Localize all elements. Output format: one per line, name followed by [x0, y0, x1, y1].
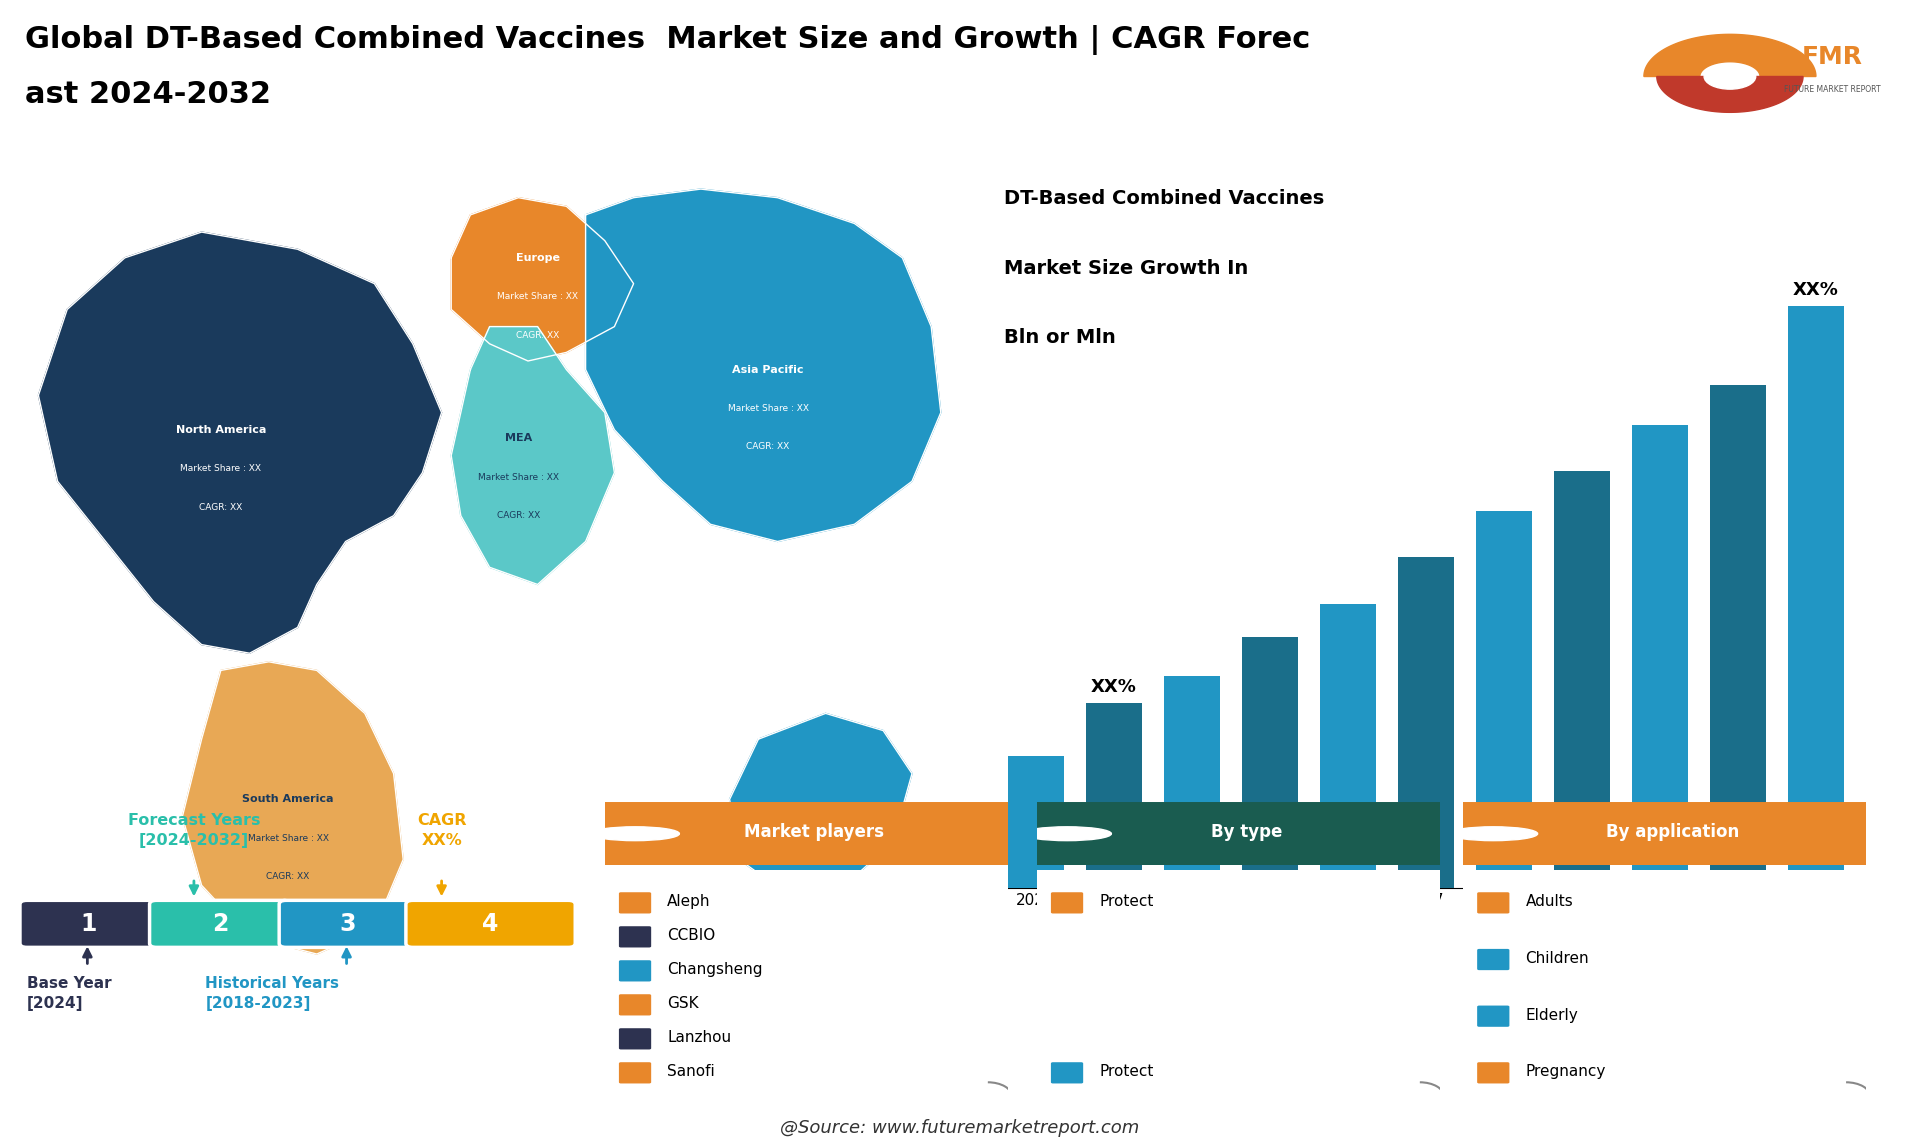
Text: Asia Pacific: Asia Pacific [732, 364, 804, 375]
Bar [1788, 306, 1843, 888]
Polygon shape [1657, 77, 1803, 112]
Text: Market players: Market players [745, 824, 885, 841]
FancyBboxPatch shape [1476, 893, 1509, 913]
FancyBboxPatch shape [576, 802, 1037, 865]
Text: 4: 4 [482, 912, 499, 936]
Text: Pregnancy: Pregnancy [1526, 1065, 1605, 1080]
FancyBboxPatch shape [618, 1028, 651, 1050]
FancyBboxPatch shape [618, 893, 651, 913]
Text: DT-Based Combined Vaccines: DT-Based Combined Vaccines [1004, 189, 1325, 209]
Bar [1008, 756, 1064, 888]
Text: GSK: GSK [668, 996, 699, 1011]
Bar [1085, 702, 1142, 888]
Text: North America: North America [175, 425, 267, 434]
Circle shape [1705, 64, 1755, 89]
Text: CAGR: XX: CAGR: XX [267, 872, 309, 881]
Text: Protect: Protect [1100, 894, 1154, 909]
Text: 1: 1 [81, 912, 98, 936]
Text: Europe: Europe [516, 253, 559, 262]
FancyBboxPatch shape [1008, 802, 1469, 865]
Text: Market Share : XX: Market Share : XX [180, 464, 261, 473]
Text: Children: Children [1526, 951, 1590, 966]
Text: Sanofi: Sanofi [668, 1065, 714, 1080]
Bar [1709, 385, 1766, 888]
Bar [1398, 557, 1453, 888]
Bar [1553, 471, 1609, 888]
Polygon shape [1644, 34, 1816, 77]
Text: Elderly: Elderly [1526, 1007, 1578, 1022]
FancyBboxPatch shape [1476, 1005, 1509, 1027]
Text: Changsheng: Changsheng [668, 963, 762, 978]
Text: CAGR: XX: CAGR: XX [200, 503, 242, 511]
FancyBboxPatch shape [618, 926, 651, 948]
Text: By type: By type [1212, 824, 1283, 841]
Text: Global DT-Based Combined Vaccines  Market Size and Growth | CAGR Forec: Global DT-Based Combined Vaccines Market… [25, 25, 1309, 55]
Text: @Source: www.futuremarketreport.com: @Source: www.futuremarketreport.com [780, 1118, 1140, 1137]
Text: Bln or Mln: Bln or Mln [1004, 328, 1116, 347]
FancyBboxPatch shape [1476, 1062, 1509, 1083]
Bar [1475, 511, 1532, 888]
Text: XX%: XX% [1091, 678, 1137, 697]
FancyBboxPatch shape [1434, 802, 1895, 865]
Text: 3: 3 [340, 912, 357, 936]
Bar [1319, 604, 1375, 888]
Text: CAGR: XX: CAGR: XX [497, 511, 540, 520]
Text: CAGR
XX%: CAGR XX% [417, 813, 467, 848]
FancyBboxPatch shape [618, 960, 651, 981]
FancyBboxPatch shape [1033, 868, 1444, 1108]
Polygon shape [730, 713, 912, 894]
Text: Market Share : XX: Market Share : XX [497, 292, 578, 301]
Text: Market Share : XX: Market Share : XX [248, 833, 328, 842]
Text: Market Share : XX: Market Share : XX [478, 472, 559, 481]
Bar [1164, 676, 1219, 888]
Bar [1242, 637, 1298, 888]
Text: Market Size Growth In: Market Size Growth In [1004, 259, 1248, 277]
Text: Aleph: Aleph [668, 894, 710, 909]
Circle shape [1023, 826, 1112, 841]
Text: FUTURE MARKET REPORT: FUTURE MARKET REPORT [1784, 85, 1880, 94]
Text: CAGR: XX: CAGR: XX [516, 331, 559, 339]
Polygon shape [38, 231, 442, 653]
Text: ast 2024-2032: ast 2024-2032 [25, 80, 271, 109]
Text: Base Year
[2024]: Base Year [2024] [27, 976, 111, 1011]
Text: By application: By application [1605, 824, 1740, 841]
FancyBboxPatch shape [1476, 949, 1509, 971]
Text: MEA: MEA [505, 433, 532, 444]
FancyBboxPatch shape [1050, 893, 1083, 913]
Text: FMR: FMR [1801, 45, 1862, 69]
Text: CAGR: XX: CAGR: XX [747, 442, 789, 452]
Bar [1632, 425, 1688, 888]
Text: CCBIO: CCBIO [668, 928, 716, 943]
Polygon shape [451, 197, 634, 361]
Text: Protect: Protect [1100, 1065, 1154, 1080]
FancyBboxPatch shape [278, 901, 417, 948]
FancyBboxPatch shape [618, 1062, 651, 1083]
FancyBboxPatch shape [601, 868, 1012, 1108]
Polygon shape [586, 189, 941, 542]
Circle shape [591, 826, 680, 841]
Text: Historical Years
[2018-2023]: Historical Years [2018-2023] [205, 976, 340, 1011]
FancyBboxPatch shape [150, 901, 290, 948]
Text: 2: 2 [211, 912, 228, 936]
Polygon shape [451, 327, 614, 584]
Text: Forecast Years
[2024-2032]: Forecast Years [2024-2032] [127, 813, 261, 848]
Text: XX%: XX% [1793, 281, 1839, 299]
Polygon shape [182, 662, 403, 953]
FancyBboxPatch shape [19, 901, 157, 948]
FancyBboxPatch shape [618, 995, 651, 1015]
Text: South America: South America [242, 794, 334, 804]
Text: Adults: Adults [1526, 894, 1572, 909]
FancyBboxPatch shape [1459, 868, 1870, 1108]
FancyBboxPatch shape [405, 901, 576, 948]
Circle shape [1450, 826, 1538, 841]
FancyBboxPatch shape [1050, 1062, 1083, 1083]
Text: Lanzhou: Lanzhou [668, 1030, 732, 1045]
Text: Market Share : XX: Market Share : XX [728, 403, 808, 413]
